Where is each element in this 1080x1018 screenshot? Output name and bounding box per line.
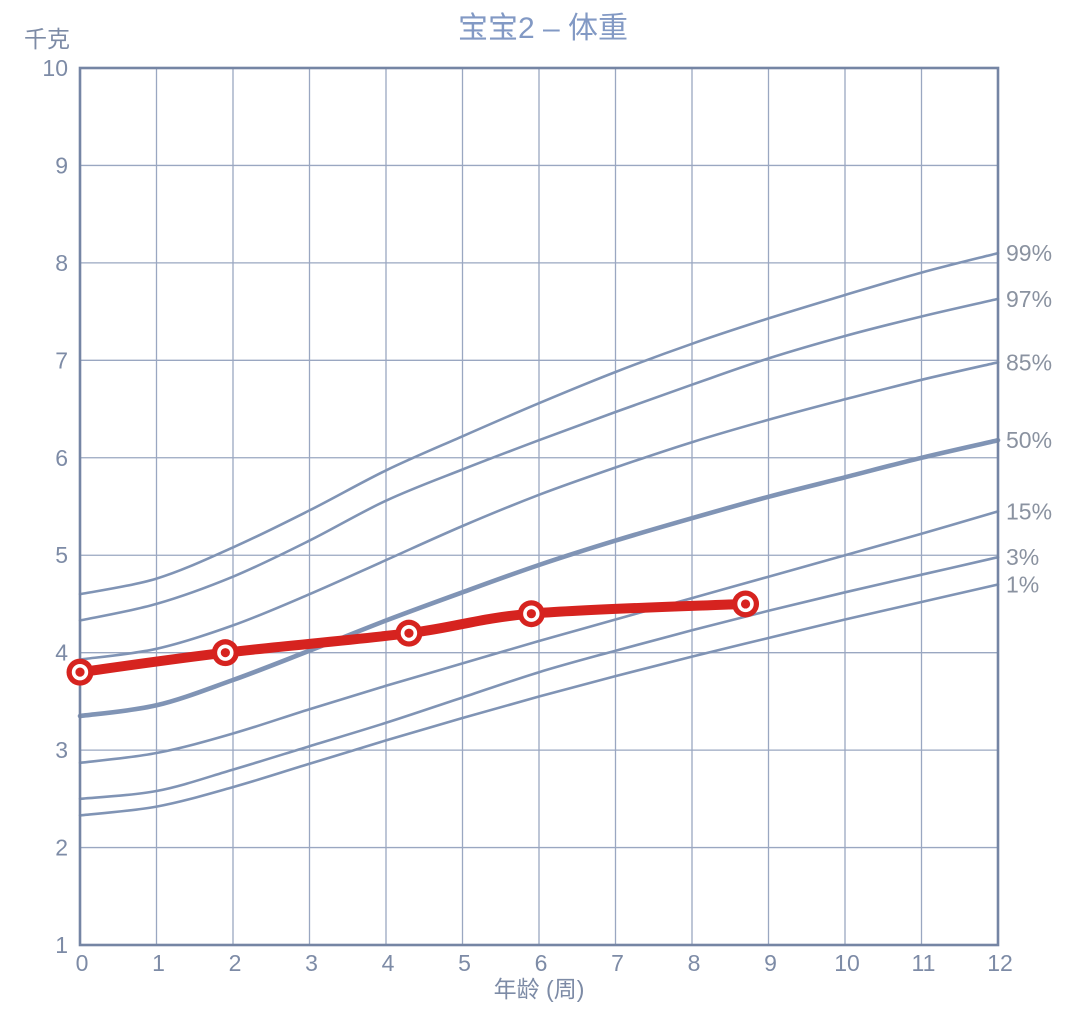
- baby-weight-marker-0: [66, 658, 94, 686]
- x-axis-tick-labels: 0 1 2 3 4 5 6 7 8 9 10 11 12: [76, 950, 1013, 976]
- percentile-curve-50%: [77, 437, 1001, 719]
- marker-core-dot: [526, 609, 536, 619]
- y-tick-9: 9: [55, 152, 68, 178]
- percentile-curve-15%: [78, 510, 1000, 765]
- y-tick-7: 7: [55, 347, 68, 373]
- x-tick-6: 6: [535, 950, 548, 976]
- percentile-label-97%: 97%: [1006, 286, 1052, 312]
- percentile-curve-99%: [78, 251, 1000, 596]
- x-tick-0: 0: [76, 950, 89, 976]
- y-tick-8: 8: [55, 250, 68, 276]
- marker-core-dot: [220, 648, 230, 658]
- plot-frame: [78, 66, 1000, 947]
- y-tick-1: 1: [55, 932, 68, 958]
- y-tick-4: 4: [55, 640, 68, 666]
- percentile-curve-1%: [78, 583, 1000, 817]
- y-tick-2: 2: [55, 835, 68, 861]
- y-axis-unit-label: 千克: [24, 26, 70, 52]
- percentile-curve-97%: [78, 297, 1000, 622]
- x-tick-3: 3: [305, 950, 318, 976]
- x-tick-1: 1: [152, 950, 165, 976]
- x-tick-7: 7: [611, 950, 624, 976]
- percentile-label-15%: 15%: [1006, 498, 1052, 524]
- percentile-label-85%: 85%: [1006, 349, 1052, 375]
- y-tick-10: 10: [42, 55, 68, 81]
- baby-weight-marker-4: [732, 590, 760, 618]
- baby-weight-marker-1: [211, 639, 239, 667]
- y-axis-tick-labels: 10 9 8 7 6 5 4 3 2 1: [42, 55, 68, 958]
- x-tick-4: 4: [382, 950, 395, 976]
- percentile-curve-3%: [78, 555, 1000, 801]
- y-tick-3: 3: [55, 737, 68, 763]
- percentile-end-labels: 99% 97% 85% 50% 15% 3%1%: [1006, 240, 1052, 597]
- percentile-label-1%: 1%: [1006, 571, 1039, 597]
- y-tick-5: 5: [55, 542, 68, 568]
- percentile-curves: [77, 251, 1001, 817]
- x-tick-12: 12: [987, 950, 1013, 976]
- y-tick-6: 6: [55, 445, 68, 471]
- marker-core-dot: [75, 667, 85, 677]
- x-axis-title: 年龄 (周): [494, 976, 585, 1002]
- gridlines: [80, 68, 998, 945]
- x-tick-8: 8: [688, 950, 701, 976]
- chart-title: 宝宝2 – 体重: [458, 12, 628, 45]
- percentile-curve-85%: [78, 361, 1000, 661]
- percentile-label-3%: 3%: [1006, 544, 1039, 570]
- percentile-label-50%: 50%: [1006, 427, 1052, 453]
- baby-weight-marker-2: [395, 619, 423, 647]
- marker-core-dot: [740, 599, 751, 609]
- x-tick-2: 2: [229, 950, 242, 976]
- percentile-label-99%: 99%: [1006, 240, 1052, 266]
- marker-core-dot: [404, 628, 414, 638]
- x-tick-5: 5: [458, 950, 471, 976]
- x-tick-9: 9: [764, 950, 777, 976]
- baby-weight-series: [66, 590, 760, 686]
- x-tick-11: 11: [912, 950, 936, 976]
- x-tick-10: 10: [834, 950, 860, 976]
- baby-weight-marker-3: [517, 600, 545, 628]
